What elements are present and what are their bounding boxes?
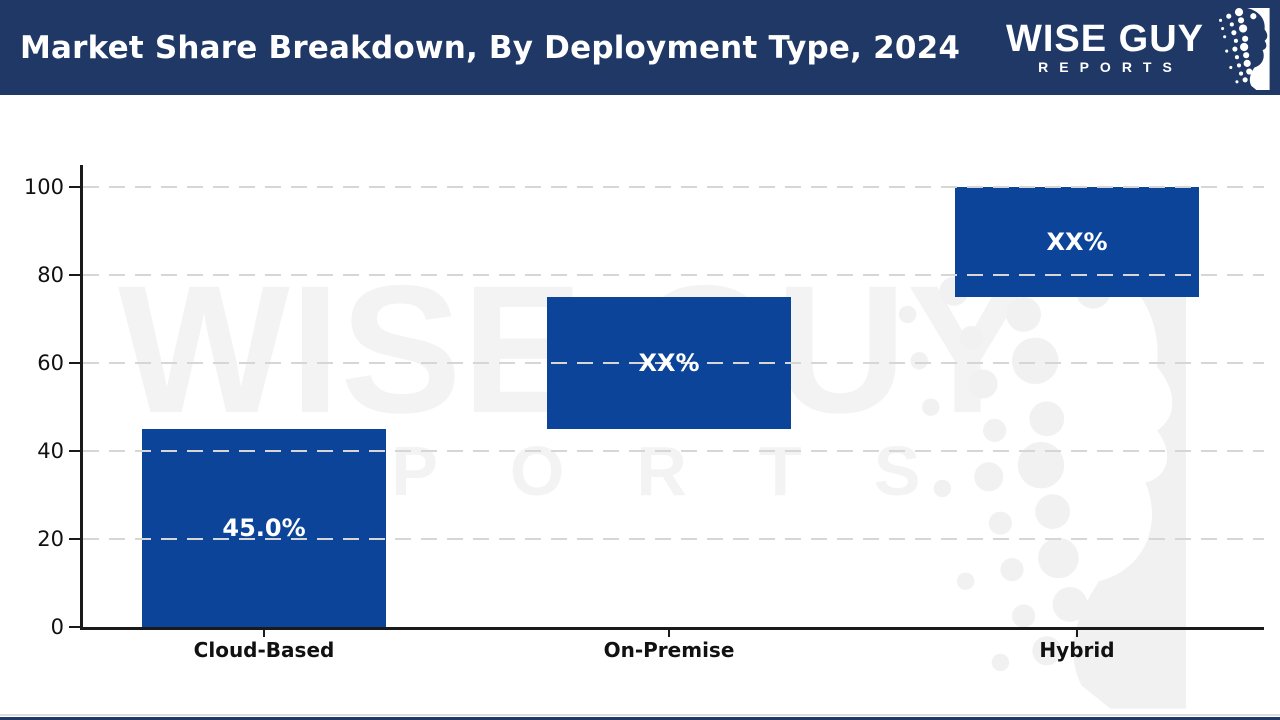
wise-guy-reports-logo: WISE GUY REPORTS <box>1006 6 1270 90</box>
footer-hairline <box>0 714 1280 716</box>
y-tick-label-100: 100 <box>23 175 64 199</box>
y-tick-60 <box>69 362 81 364</box>
gridline-100 <box>83 186 1264 188</box>
bar-cloud-based <box>142 429 386 627</box>
y-tick-100 <box>69 186 81 188</box>
y-tick-label-0: 0 <box>50 615 64 639</box>
y-tick-label-60: 60 <box>37 351 64 375</box>
y-axis-line <box>80 165 83 630</box>
bar-value-label: 45.0% <box>222 514 306 542</box>
y-tick-label-80: 80 <box>37 263 64 287</box>
x-tick-hybrid <box>1076 630 1078 637</box>
y-tick-40 <box>69 450 81 452</box>
bar-value-label: XX% <box>638 349 700 377</box>
logo-text: WISE GUY REPORTS <box>1006 20 1204 76</box>
y-tick-80 <box>69 274 81 276</box>
gridline-60 <box>83 362 1264 364</box>
category-label-cloud-based: Cloud-Based <box>193 638 335 662</box>
gridline-40 <box>83 450 1264 452</box>
category-label-on-premise: On-Premise <box>603 638 735 662</box>
header-band: Market Share Breakdown, By Deployment Ty… <box>0 0 1280 95</box>
y-tick-20 <box>69 538 81 540</box>
gridline-20 <box>83 538 1264 540</box>
gridline-80 <box>83 274 1264 276</box>
logo-reports-text: REPORTS <box>1038 58 1183 75</box>
logo-wise-guy-text: WISE GUY <box>1005 17 1204 60</box>
bar-value-label: XX% <box>1046 228 1108 256</box>
y-tick-label-40: 40 <box>37 439 64 463</box>
y-tick-0 <box>69 626 81 628</box>
footer-band <box>0 717 1280 720</box>
y-tick-label-20: 20 <box>37 527 64 551</box>
logo-face-icon <box>1208 6 1270 90</box>
category-label-hybrid: Hybrid <box>1039 638 1115 662</box>
x-tick-cloud-based <box>263 630 265 637</box>
x-axis-line <box>80 627 1264 630</box>
chart-title: Market Share Breakdown, By Deployment Ty… <box>20 29 961 66</box>
x-tick-on-premise <box>668 630 670 637</box>
